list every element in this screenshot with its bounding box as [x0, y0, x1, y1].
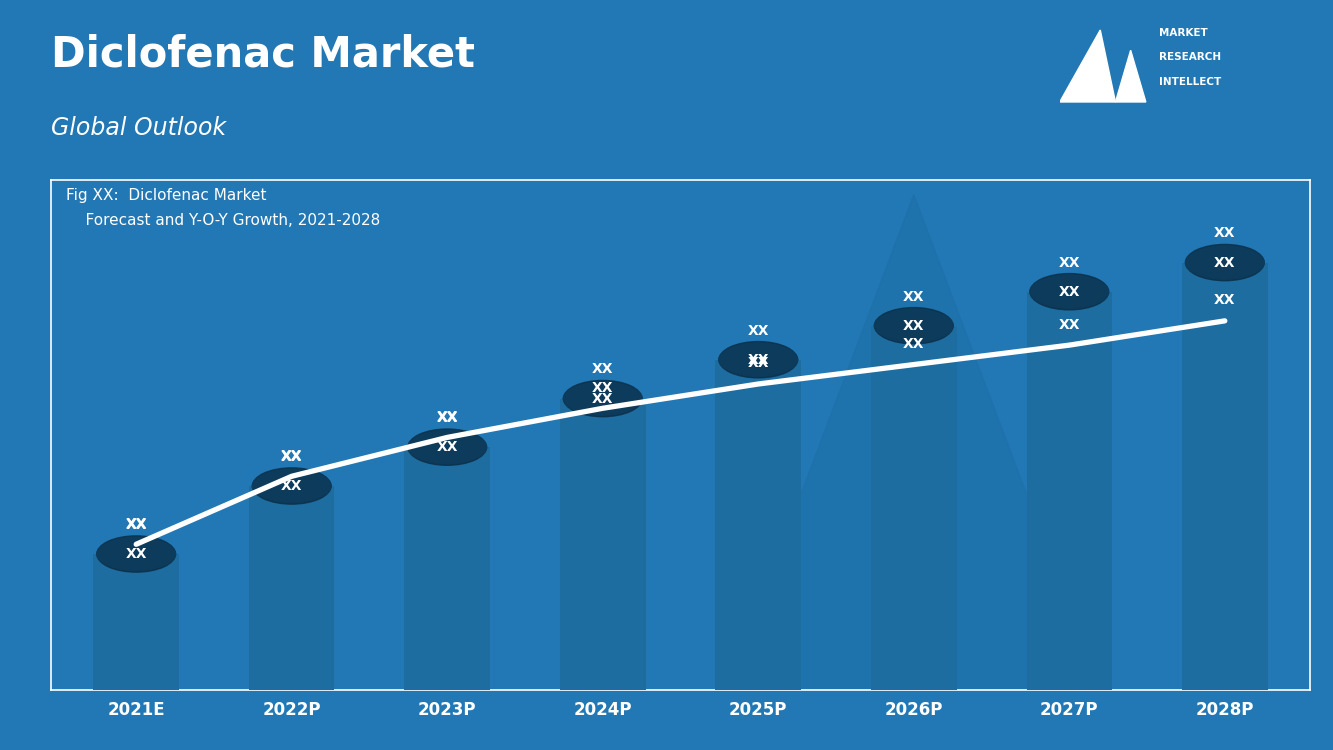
Text: INTELLECT: INTELLECT — [1158, 77, 1221, 87]
Ellipse shape — [874, 308, 953, 344]
Text: XX: XX — [902, 319, 925, 333]
Bar — [1026, 292, 1112, 690]
Ellipse shape — [408, 429, 487, 465]
Ellipse shape — [718, 344, 797, 376]
Text: XX: XX — [1058, 317, 1080, 332]
Text: Fig XX:  Diclofenac Market: Fig XX: Diclofenac Market — [65, 188, 267, 202]
Polygon shape — [1060, 30, 1116, 102]
Text: XX: XX — [125, 517, 147, 531]
Text: XX: XX — [1058, 256, 1080, 269]
Bar — [404, 447, 491, 690]
Text: XX: XX — [281, 479, 303, 493]
Text: XX: XX — [902, 337, 925, 351]
Ellipse shape — [97, 538, 176, 570]
Text: MARKET: MARKET — [1158, 28, 1208, 38]
Text: XX: XX — [748, 352, 769, 367]
Text: XX: XX — [436, 410, 459, 424]
Ellipse shape — [718, 341, 797, 378]
Ellipse shape — [1185, 247, 1264, 278]
Text: XX: XX — [1214, 293, 1236, 308]
Text: XX: XX — [1214, 256, 1236, 269]
Text: XX: XX — [436, 411, 459, 425]
Bar — [870, 326, 957, 690]
Ellipse shape — [97, 536, 176, 572]
Text: XX: XX — [281, 450, 303, 464]
Text: XX: XX — [592, 362, 613, 376]
Text: XX: XX — [748, 356, 769, 370]
Ellipse shape — [874, 310, 953, 341]
Text: XX: XX — [125, 518, 147, 532]
Ellipse shape — [252, 468, 331, 504]
Bar — [716, 360, 801, 690]
Ellipse shape — [1030, 274, 1109, 310]
Text: XX: XX — [592, 392, 613, 406]
Bar — [93, 554, 179, 690]
Text: XX: XX — [281, 448, 303, 463]
Ellipse shape — [564, 380, 643, 417]
Text: RESEARCH: RESEARCH — [1158, 53, 1221, 62]
Polygon shape — [1116, 50, 1146, 102]
Text: XX: XX — [1214, 226, 1236, 241]
Bar — [560, 398, 645, 690]
Ellipse shape — [1030, 276, 1109, 308]
Text: Global Outlook: Global Outlook — [51, 116, 225, 140]
Text: XX: XX — [902, 290, 925, 304]
Text: XX: XX — [1058, 285, 1080, 298]
Bar — [1182, 262, 1268, 690]
Text: XX: XX — [748, 323, 769, 338]
Text: XX: XX — [436, 440, 459, 454]
Polygon shape — [728, 194, 1101, 690]
Ellipse shape — [408, 431, 487, 463]
Text: XX: XX — [125, 547, 147, 561]
Text: Diclofenac Market: Diclofenac Market — [51, 34, 475, 76]
Text: XX: XX — [592, 381, 613, 394]
Ellipse shape — [564, 382, 643, 414]
Text: Forecast and Y-O-Y Growth, 2021-2028: Forecast and Y-O-Y Growth, 2021-2028 — [65, 213, 380, 228]
Bar — [249, 486, 335, 690]
Ellipse shape — [1185, 244, 1264, 280]
Ellipse shape — [252, 470, 331, 502]
